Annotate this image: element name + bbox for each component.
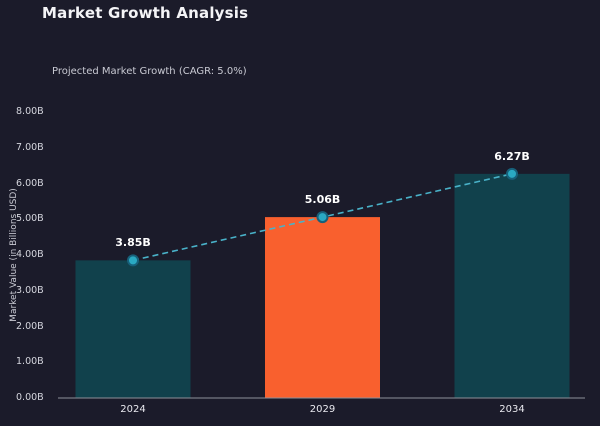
bar-2034 bbox=[454, 173, 570, 398]
x-tick-label-2024: 2024 bbox=[120, 404, 146, 415]
y-tick-label: 2.00B bbox=[16, 320, 44, 332]
trend-marker-2029 bbox=[316, 211, 329, 224]
y-tick-label: 0.00B bbox=[16, 392, 44, 403]
bar-value-label: 3.85B bbox=[115, 236, 151, 250]
x-tick-label-2029: 2029 bbox=[309, 404, 336, 415]
chart-subtitle: Projected Market Growth (CAGR: 5.0%) bbox=[52, 66, 247, 77]
x-tick-label-2034: 2034 bbox=[499, 404, 525, 415]
y-tick-label: 7.00B bbox=[16, 141, 44, 153]
y-tick-label: 8.00B bbox=[16, 106, 44, 117]
y-tick-label: 5.00B bbox=[16, 213, 44, 225]
y-tick-label: 1.00B bbox=[16, 356, 44, 368]
bar-value-label: 6.27B bbox=[494, 149, 530, 163]
chart-title: Market Growth Analysis bbox=[42, 4, 249, 22]
y-tick-label: 3.00B bbox=[16, 284, 44, 296]
trend-marker-2024 bbox=[127, 254, 139, 267]
y-tick-label: 6.00B bbox=[16, 177, 44, 189]
bar-2029 bbox=[265, 217, 380, 398]
bar-value-label: 5.06B bbox=[304, 193, 341, 207]
y-tick-label: 4.00B bbox=[16, 249, 44, 260]
trend-marker-2034 bbox=[506, 167, 518, 180]
bar-2024 bbox=[75, 260, 191, 398]
